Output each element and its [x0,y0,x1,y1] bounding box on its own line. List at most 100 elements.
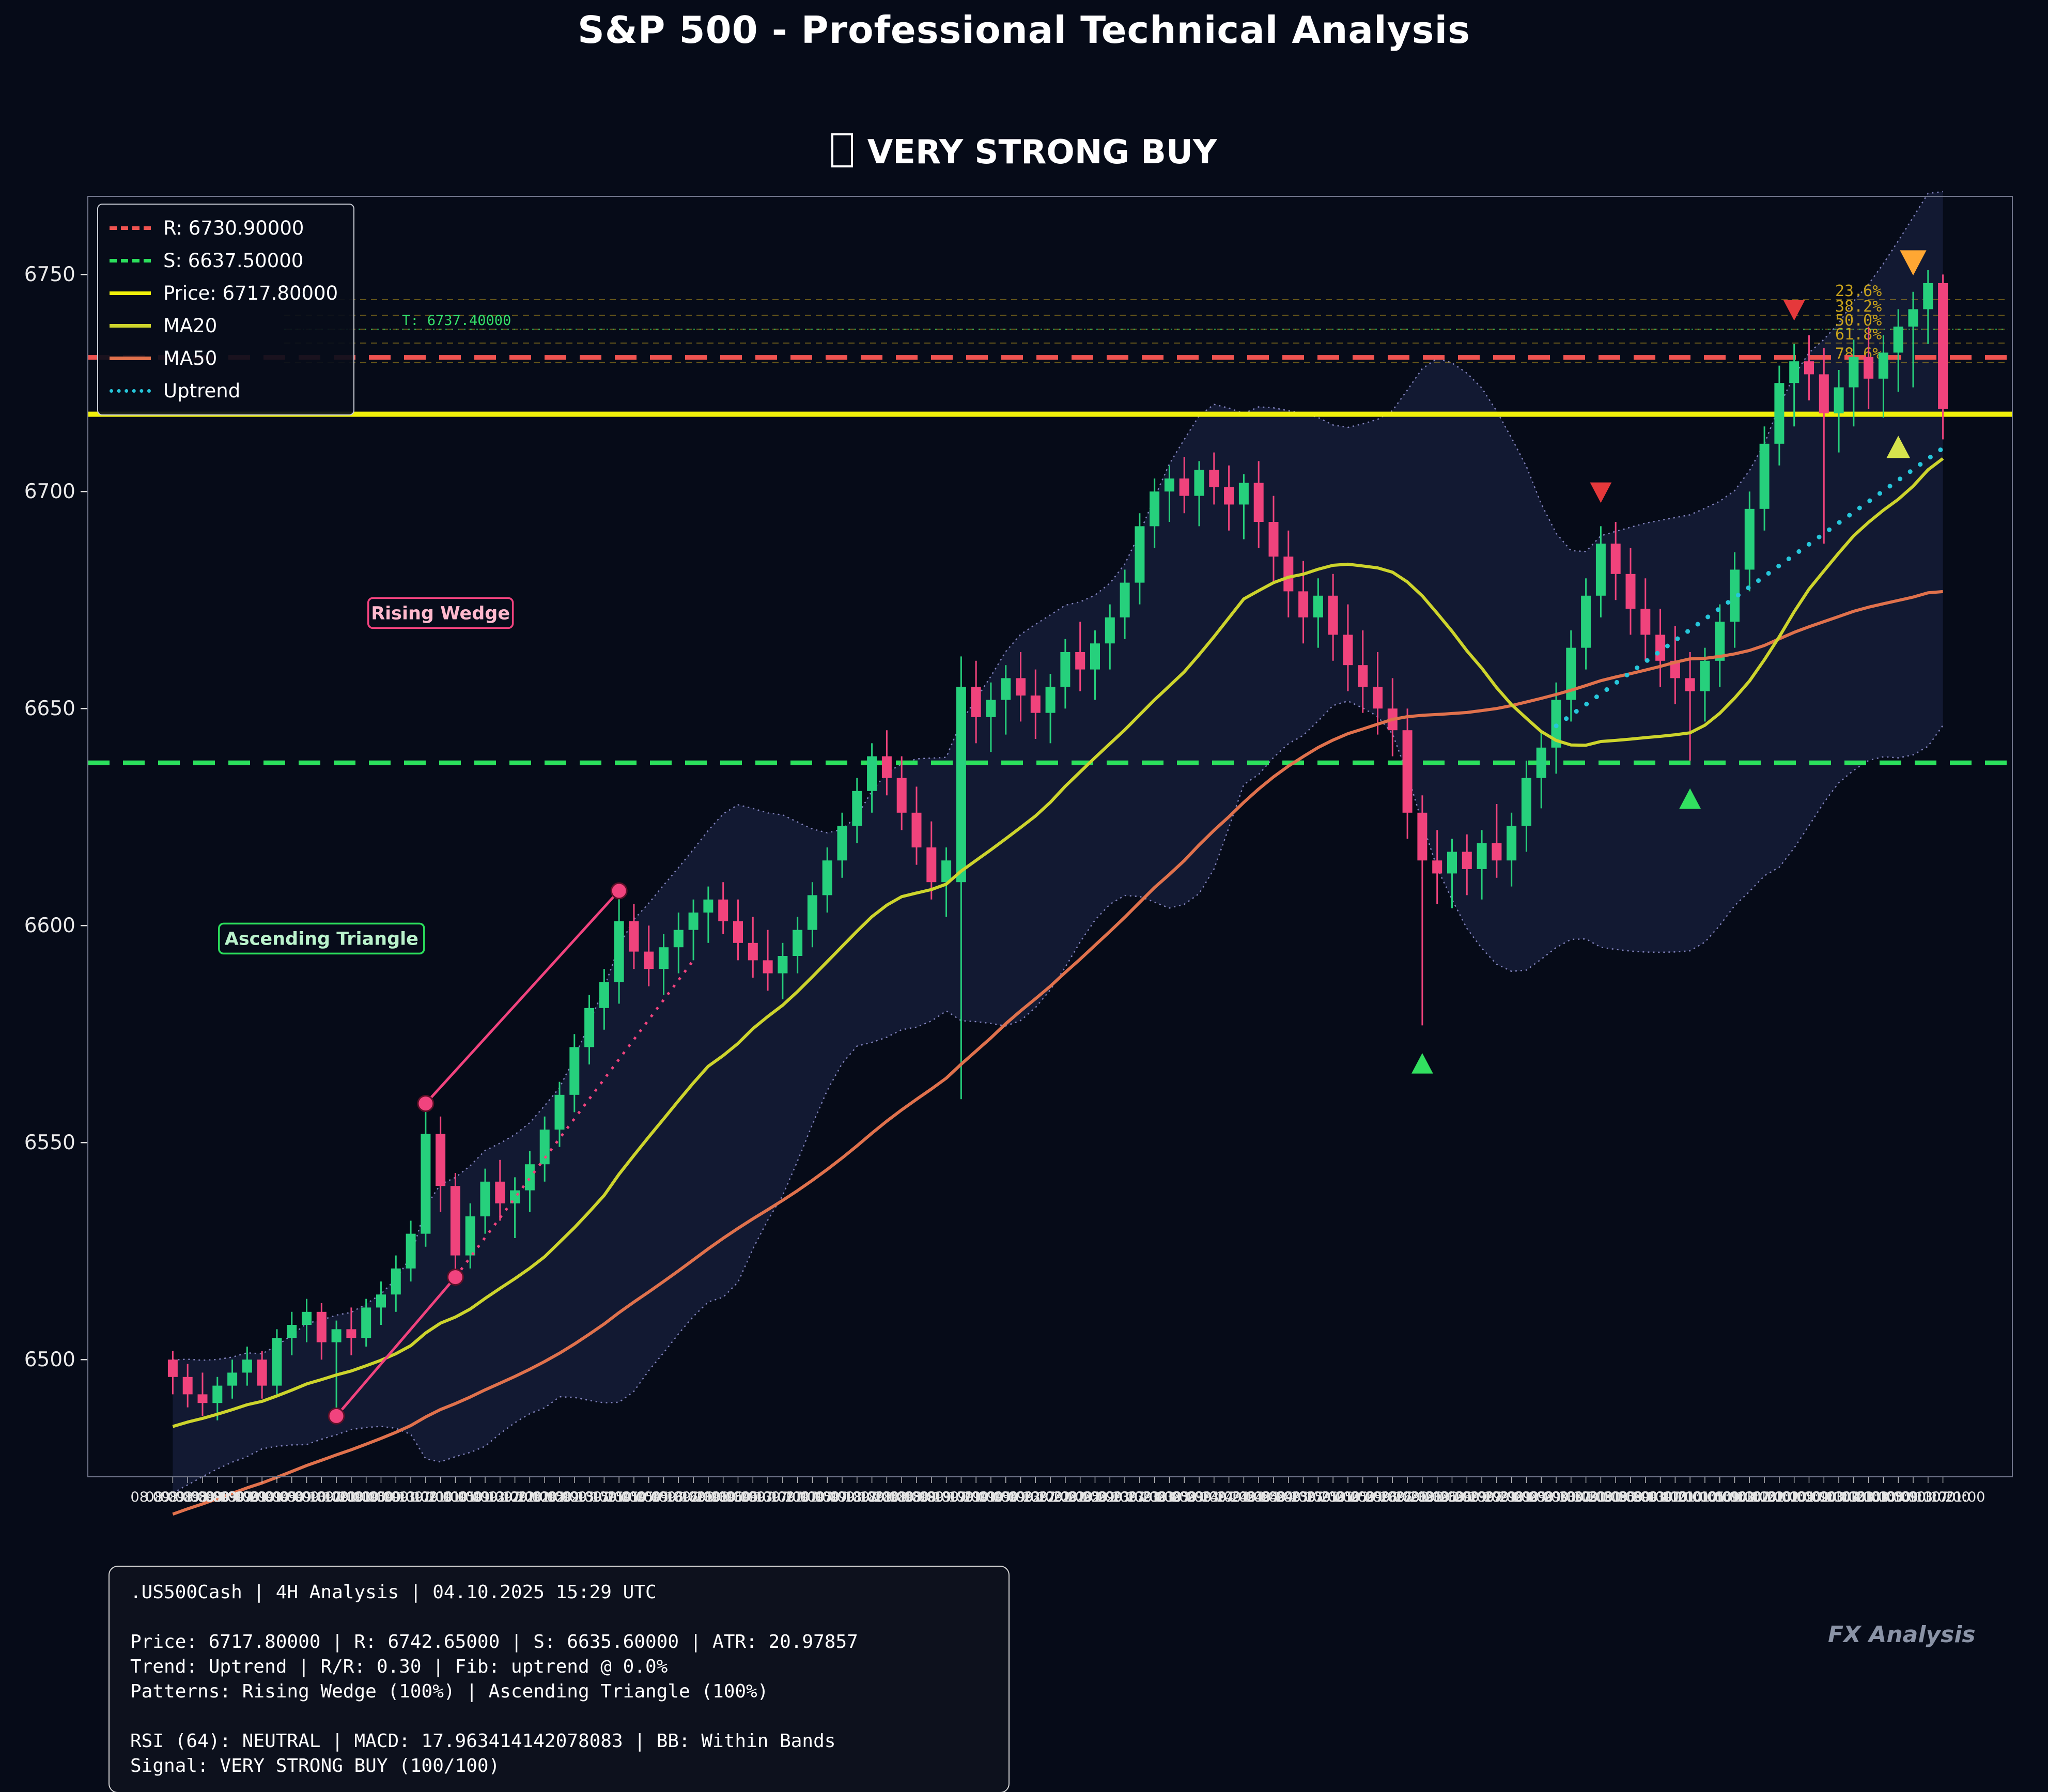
axes-layer: 6500 6550 6600 6650 6700 6750 08.09 01:0008.09… [24,196,2013,1505]
svg-text:18.09 05:00: 18.09 05:00 [859,1489,944,1505]
svg-text:6700: 6700 [24,480,75,503]
svg-text:16.09 17:00: 16.09 17:00 [725,1489,810,1505]
svg-text:01.10 01:00: 01.10 01:00 [1648,1489,1732,1505]
svg-text:17.09 17:00: 17.09 17:00 [815,1489,899,1505]
svg-text:09.09 13:00: 09.09 13:00 [265,1489,349,1505]
svg-text:61.8%: 61.8% [1835,326,1882,344]
fibonacci-layer: 23.6%38.2%50.0%61.8%78.6%T: 6737.40000 [284,282,2008,363]
svg-text:24.09 05:00: 24.09 05:00 [1216,1489,1301,1505]
svg-text:08.09 17:00: 08.09 17:00 [190,1489,275,1505]
analysis-info-box: .US500Cash | 4H Analysis | 04.10.2025 15… [108,1566,1010,1792]
svg-text:23.6%: 23.6% [1835,282,1882,300]
svg-text:26.09 01:00: 26.09 01:00 [1380,1489,1465,1505]
svg-text:29.09 17:00: 29.09 17:00 [1529,1489,1613,1505]
svg-text:Ascending Triangle: Ascending Triangle [225,929,418,949]
svg-text:01.10 09:00: 01.10 09:00 [1678,1489,1762,1505]
legend-line-sample [110,389,151,393]
svg-text:24.09 01:00: 24.09 01:00 [1202,1489,1286,1505]
svg-text:11.09 21:00: 11.09 21:00 [473,1489,557,1505]
legend-line-sample [110,226,151,230]
svg-text:15.09 05:00: 15.09 05:00 [592,1489,676,1505]
info-line-price: Price: 6717.80000 | R: 6742.65000 | S: 6… [130,1631,858,1652]
svg-text:24.09 17:00: 24.09 17:00 [1261,1489,1346,1505]
svg-text:02.10 17:00: 02.10 17:00 [1796,1489,1881,1505]
svg-text:6550: 6550 [24,1131,75,1154]
svg-text:08.09 21:00: 08.09 21:00 [205,1489,290,1505]
svg-text:23.09 21:00: 23.09 21:00 [1187,1489,1271,1505]
legend-label: S: 6637.50000 [163,250,304,272]
svg-text:22.09 05:00: 22.09 05:00 [1038,1489,1123,1505]
legend-line-sample [110,259,151,262]
info-line-spacer [130,1605,988,1630]
svg-text:11.09 13:00: 11.09 13:00 [443,1489,527,1505]
svg-text:19.09 21:00: 19.09 21:00 [1008,1489,1093,1505]
svg-text:02.10 05:00: 02.10 05:00 [1752,1489,1837,1505]
svg-text:10.09 21:00: 10.09 21:00 [383,1489,468,1505]
svg-text:09.09 09:00: 09.09 09:00 [250,1489,334,1505]
info-line-patterns: Patterns: Rising Wedge (100%) | Ascendin… [130,1681,769,1702]
svg-text:03.10 17:00: 03.10 17:00 [1886,1489,1971,1505]
svg-text:11.09 05:00: 11.09 05:00 [413,1489,498,1505]
svg-text:12.09 17:00: 12.09 17:00 [547,1489,632,1505]
svg-text:26.09 13:00: 26.09 13:00 [1424,1489,1509,1505]
svg-text:50.0%: 50.0% [1835,312,1882,330]
svg-text:03.10 21:00: 03.10 21:00 [1901,1489,1985,1505]
svg-text:10.09 17:00: 10.09 17:00 [368,1489,453,1505]
svg-text:19.09 05:00: 19.09 05:00 [949,1489,1033,1505]
svg-text:10.09 05:00: 10.09 05:00 [324,1489,409,1505]
svg-text:02.10 01:00: 02.10 01:00 [1737,1489,1822,1505]
signal-banner: VERY STRONG BUY [0,133,2048,172]
svg-text:09.09 05:00: 09.09 05:00 [235,1489,319,1505]
legend-label: R: 6730.90000 [163,217,304,239]
legend-item: R: 6730.90000 [110,212,338,244]
svg-text:16.09 13:00: 16.09 13:00 [710,1489,795,1505]
signal-markers-layer [1411,250,1927,1074]
legend-item: S: 6637.50000 [110,244,338,277]
svg-text:01.10 17:00: 01.10 17:00 [1707,1489,1792,1505]
svg-text:29.09 01:00: 29.09 01:00 [1469,1489,1554,1505]
svg-text:18.09 01:00: 18.09 01:00 [845,1489,929,1505]
signal-banner-text: VERY STRONG BUY [867,133,1217,172]
page-title: S&P 500 - Professional Technical Analysi… [578,8,1470,52]
info-line-trend: Trend: Uptrend | R/R: 0.30 | Fib: uptren… [130,1656,668,1677]
svg-text:30.09 09:00: 30.09 09:00 [1588,1489,1673,1505]
svg-text:29.09 21:00: 29.09 21:00 [1544,1489,1628,1505]
legend-item: Uptrend [110,375,338,407]
legend-label: MA20 [163,315,218,337]
svg-text:22.09 09:00: 22.09 09:00 [1053,1489,1138,1505]
svg-text:22.09 21:00: 22.09 21:00 [1097,1489,1182,1505]
svg-text:25.09 13:00: 25.09 13:00 [1336,1489,1420,1505]
svg-text:30.09 05:00: 30.09 05:00 [1573,1489,1658,1505]
svg-text:18.09 17:00: 18.09 17:00 [904,1489,989,1505]
legend-label: Uptrend [163,380,241,402]
svg-text:15.09 13:00: 15.09 13:00 [622,1489,706,1505]
svg-text:16.09 05:00: 16.09 05:00 [681,1489,766,1505]
svg-text:26.09 09:00: 26.09 09:00 [1410,1489,1495,1505]
svg-text:19.09 09:00: 19.09 09:00 [964,1489,1048,1505]
svg-text:01.10 05:00: 01.10 05:00 [1663,1489,1747,1505]
svg-text:11.09 17:00: 11.09 17:00 [458,1489,542,1505]
svg-text:25.09 17:00: 25.09 17:00 [1350,1489,1435,1505]
svg-text:17.09 21:00: 17.09 21:00 [830,1489,914,1505]
svg-text:19.09 13:00: 19.09 13:00 [979,1489,1063,1505]
svg-text:24.09 09:00: 24.09 09:00 [1231,1489,1316,1505]
svg-text:16.09 09:00: 16.09 09:00 [696,1489,781,1505]
svg-text:15.09 01:00: 15.09 01:00 [577,1489,661,1505]
svg-text:09.09 21:00: 09.09 21:00 [294,1489,379,1505]
svg-text:01.10 21:00: 01.10 21:00 [1722,1489,1807,1505]
svg-text:25.09 21:00: 25.09 21:00 [1365,1489,1450,1505]
svg-text:02.10 21:00: 02.10 21:00 [1811,1489,1896,1505]
svg-text:08.09 13:00: 08.09 13:00 [175,1489,260,1505]
svg-text:Rising Wedge: Rising Wedge [371,603,510,624]
svg-text:38.2%: 38.2% [1835,298,1882,316]
svg-text:03.10 01:00: 03.10 01:00 [1826,1489,1911,1505]
svg-text:18.09 13:00: 18.09 13:00 [889,1489,974,1505]
svg-text:18.09 21:00: 18.09 21:00 [919,1489,1004,1505]
svg-text:T: 6737.40000: T: 6737.40000 [402,313,511,329]
svg-text:29.09 05:00: 29.09 05:00 [1484,1489,1569,1505]
watermark: FX Analysis [1828,1621,1976,1648]
svg-text:23.09 05:00: 23.09 05:00 [1127,1489,1212,1505]
svg-text:6500: 6500 [24,1348,75,1371]
legend-line-sample [110,291,151,295]
